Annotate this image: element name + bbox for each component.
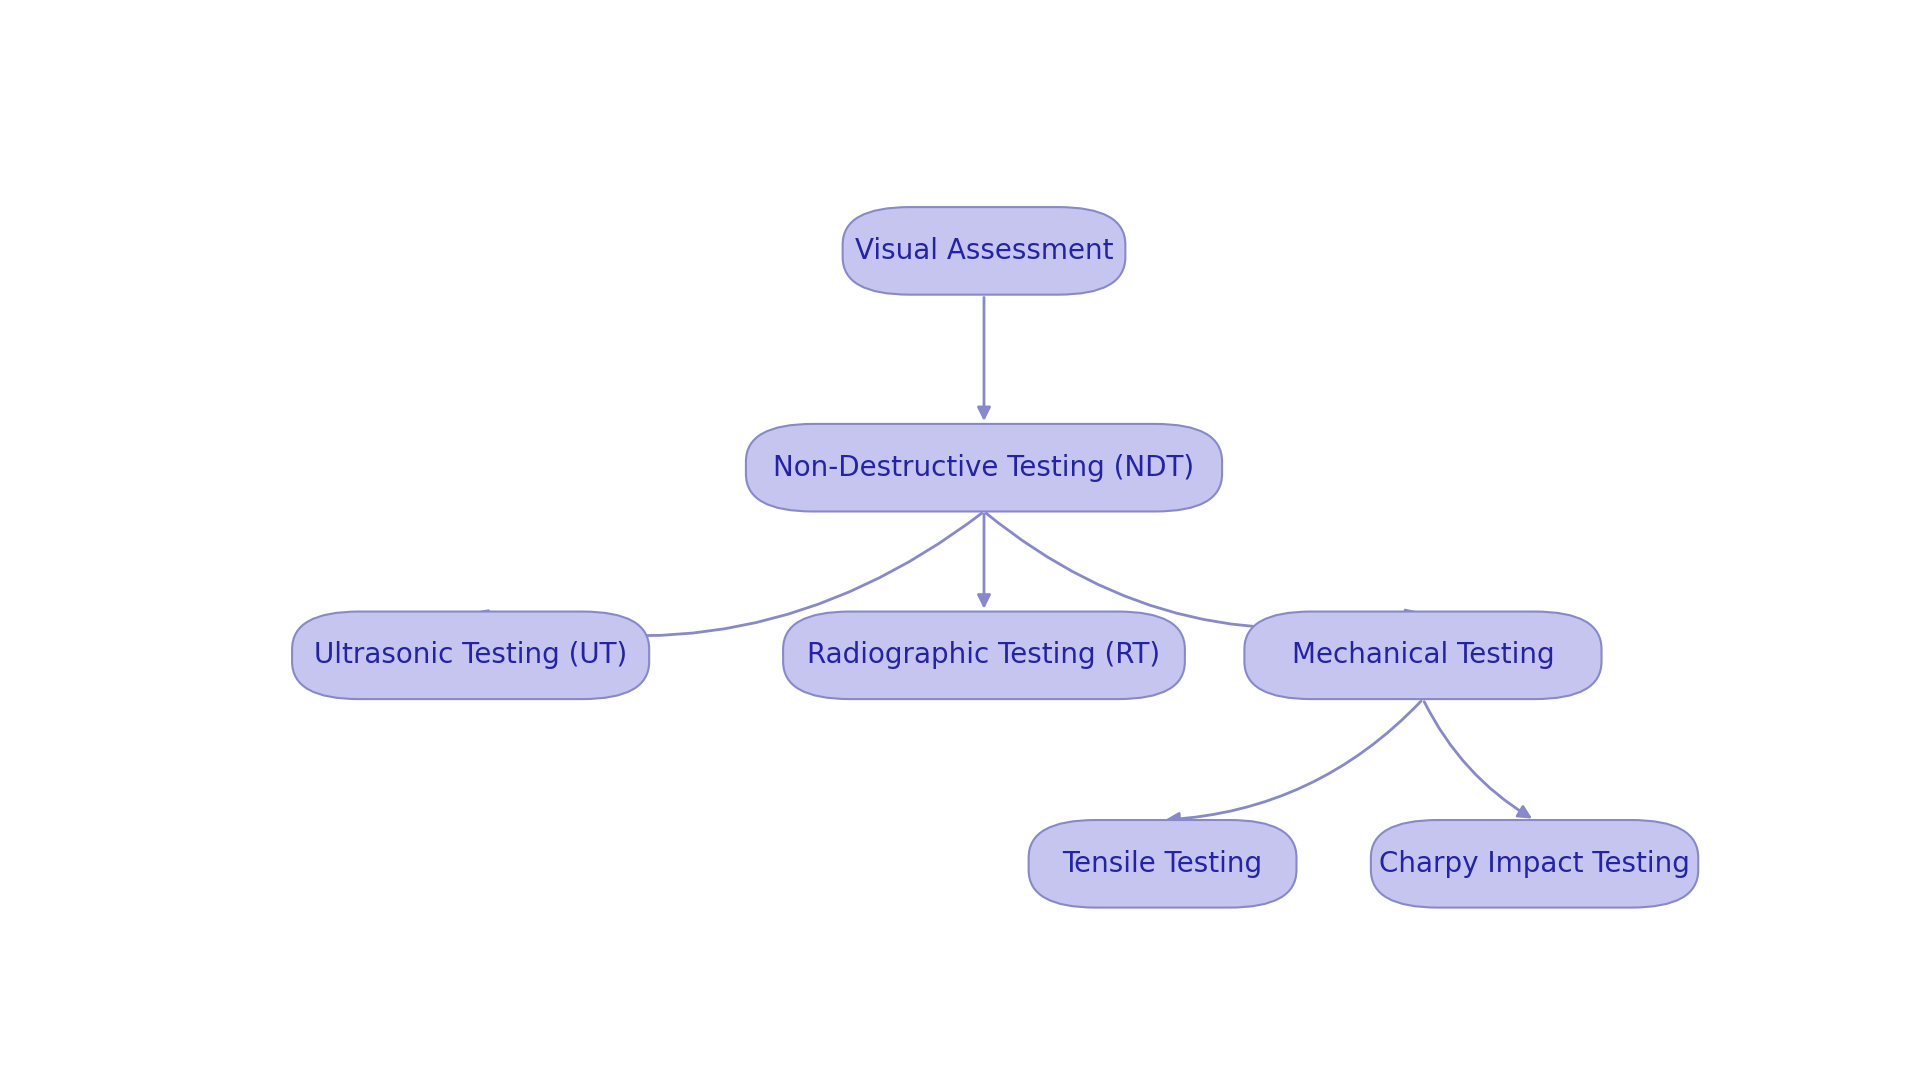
FancyBboxPatch shape [1029,820,1296,908]
Text: Tensile Testing: Tensile Testing [1062,850,1263,878]
FancyBboxPatch shape [783,612,1185,700]
Text: Visual Assessment: Visual Assessment [854,237,1114,265]
Text: Radiographic Testing (RT): Radiographic Testing (RT) [808,641,1160,669]
Text: Charpy Impact Testing: Charpy Impact Testing [1379,850,1690,878]
FancyBboxPatch shape [843,207,1125,295]
FancyBboxPatch shape [1371,820,1697,908]
Text: Mechanical Testing: Mechanical Testing [1292,641,1555,669]
FancyBboxPatch shape [292,612,649,700]
Text: Ultrasonic Testing (UT): Ultrasonic Testing (UT) [315,641,628,669]
Text: Non-Destructive Testing (NDT): Non-Destructive Testing (NDT) [774,454,1194,482]
FancyBboxPatch shape [1244,612,1601,700]
FancyBboxPatch shape [745,423,1221,511]
